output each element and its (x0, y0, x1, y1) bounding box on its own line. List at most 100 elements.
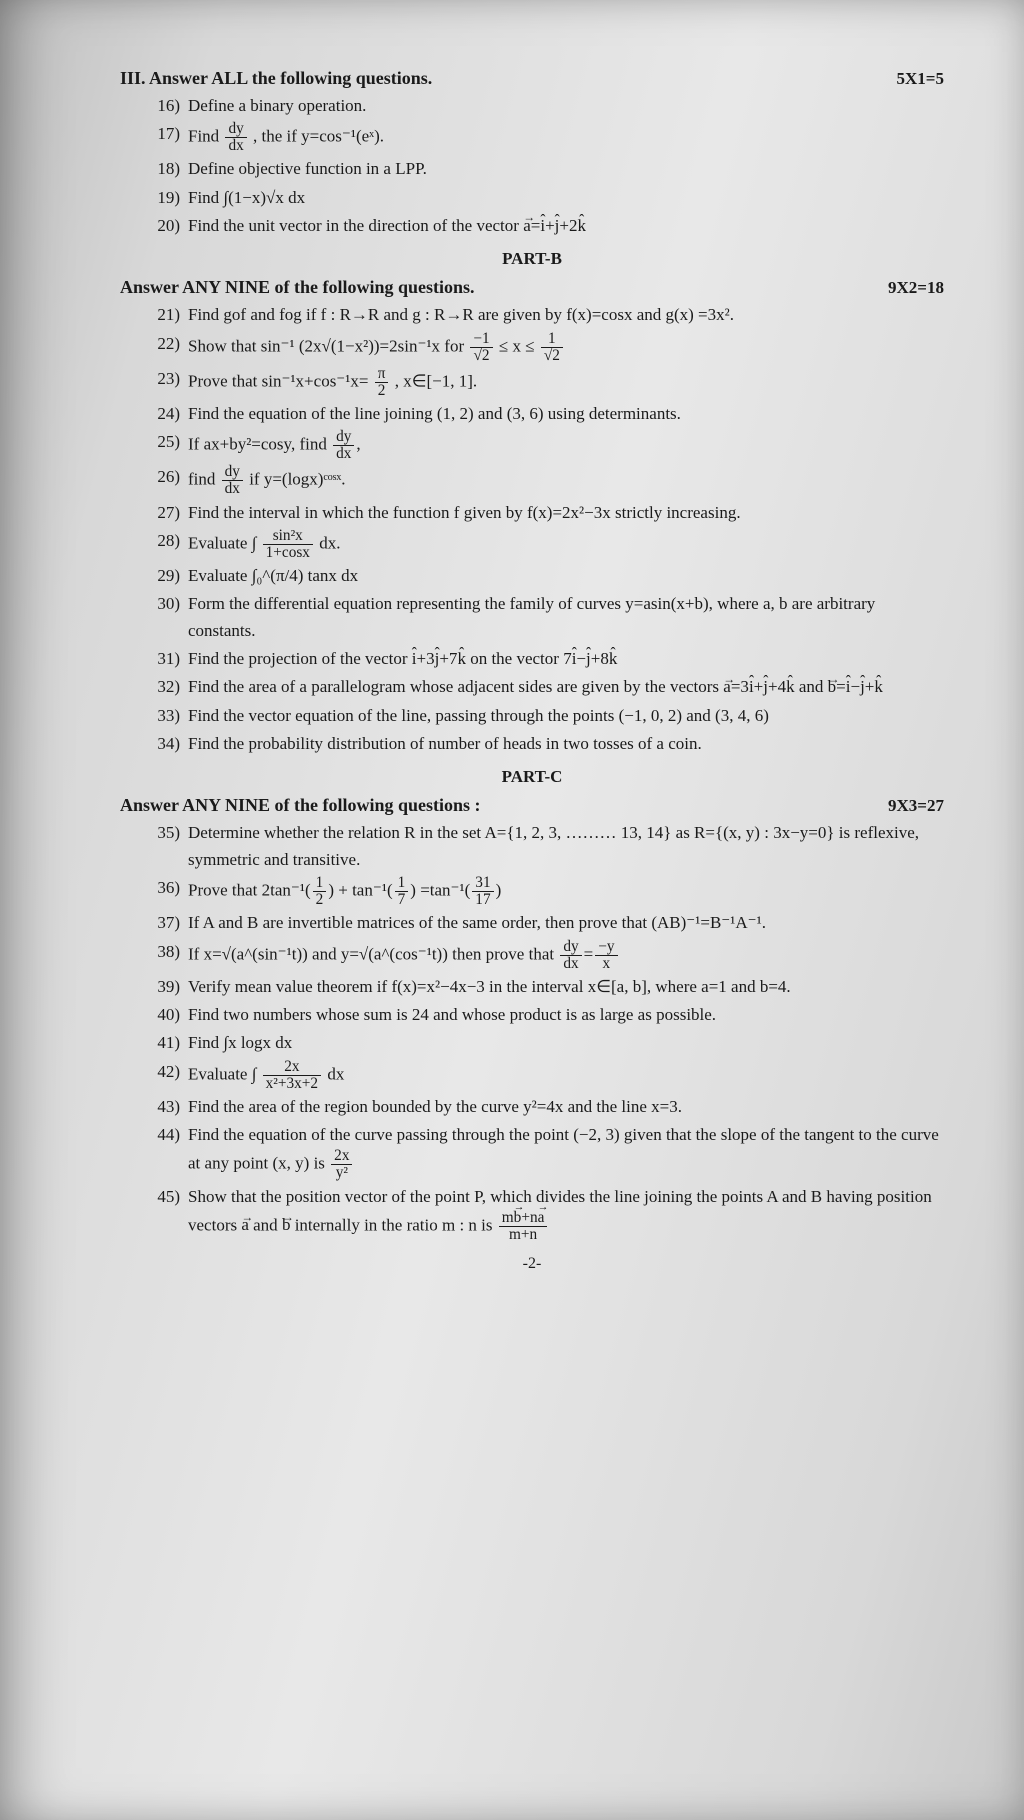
question-30: 30) Form the differential equation repre… (148, 591, 944, 644)
fraction-dy-dx: dydx (333, 429, 354, 462)
qtext: Verify mean value theorem if f(x)=x²−4x−… (188, 974, 944, 1000)
question-22: 22) Show that sin⁻¹ (2x√(1−x²))=2sin⁻¹x … (148, 331, 944, 364)
question-37: 37) If A and B are invertible matrices o… (148, 910, 944, 936)
unit-i: i (572, 649, 577, 668)
qtext: Define a binary operation. (188, 93, 944, 119)
qtext: Find the vector equation of the line, pa… (188, 703, 944, 729)
question-36: 36) Prove that 2tan⁻¹(12) + tan⁻¹(17) =t… (148, 875, 944, 908)
txt: and (799, 677, 828, 696)
question-31: 31) Find the projection of the vector i+… (148, 646, 944, 672)
vector-a: a (723, 677, 731, 696)
qtext: Evaluate ∫ 2xx²+3x+2 dx (188, 1059, 944, 1092)
question-33: 33) Find the vector equation of the line… (148, 703, 944, 729)
qnum: 45) (148, 1184, 180, 1243)
qnum: 38) (148, 939, 180, 972)
qnum: 29) (148, 563, 180, 589)
qnum: 21) (148, 302, 180, 328)
unit-j: j (763, 677, 768, 696)
question-23: 23) Prove that sin⁻¹x+cos⁻¹x= π2 , x∈[−1… (148, 366, 944, 399)
question-35: 35) Determine whether the relation R in … (148, 820, 944, 873)
qtext: Determine whether the relation R in the … (188, 820, 944, 873)
question-42: 42) Evaluate ∫ 2xx²+3x+2 dx (148, 1059, 944, 1092)
qnum: 39) (148, 974, 180, 1000)
question-29: 29) Evaluate ∫₀^(π/4) tanx dx (148, 563, 944, 589)
part-c-heading: Answer ANY NINE of the following questio… (120, 795, 944, 816)
frac-mb-na-mn: mb+nam+n (499, 1210, 548, 1243)
unit-k: k (786, 677, 795, 696)
question-20: 20) Find the unit vector in the directio… (148, 213, 944, 239)
qtext: Define objective function in a LPP. (188, 156, 944, 182)
qtext: If ax+by²=cosy, find dydx, (188, 429, 944, 462)
part-b-heading: Answer ANY NINE of the following questio… (120, 277, 944, 298)
qnum: 25) (148, 429, 180, 462)
qtext: Show that sin⁻¹ (2x√(1−x²))=2sin⁻¹x for … (188, 331, 944, 364)
frac-1-root2: 1√2 (541, 331, 563, 364)
qnum: 18) (148, 156, 180, 182)
qnum: 44) (148, 1122, 180, 1181)
qnum: 16) (148, 93, 180, 119)
unit-j: j (586, 649, 591, 668)
qtext: Find ∫x logx dx (188, 1030, 944, 1056)
question-32: 32) Find the area of a parallelogram who… (148, 674, 944, 700)
question-43: 43) Find the area of the region bounded … (148, 1094, 944, 1120)
question-18: 18) Define objective function in a LPP. (148, 156, 944, 182)
qnum: 41) (148, 1030, 180, 1056)
qnum: 22) (148, 331, 180, 364)
frac-2x-y2: 2xy² (331, 1148, 352, 1181)
txt: Find the projection of the vector (188, 649, 412, 668)
frac-1-7: 17 (395, 875, 409, 908)
qnum: 19) (148, 185, 180, 211)
txt: + tan⁻¹ (338, 881, 387, 900)
question-34: 34) Find the probability distribution of… (148, 731, 944, 757)
fraction-dy-dx: dydx (225, 121, 246, 154)
vector-b: b (282, 1215, 291, 1234)
qnum: 34) (148, 731, 180, 757)
txt: , the if y=cos⁻¹(eˣ). (253, 127, 384, 146)
unit-i: i (846, 677, 851, 696)
txt: =tan⁻¹ (420, 881, 464, 900)
question-26: 26) find dydx if y=(logx)ᶜᵒˢˣ. (148, 464, 944, 497)
qtext: find dydx if y=(logx)ᶜᵒˢˣ. (188, 464, 944, 497)
unit-k: k (457, 649, 466, 668)
qtext: Prove that sin⁻¹x+cos⁻¹x= π2 , x∈[−1, 1]… (188, 366, 944, 399)
qnum: 35) (148, 820, 180, 873)
qnum: 24) (148, 401, 180, 427)
unit-k: k (874, 677, 883, 696)
txt: Evaluate ∫ (188, 1064, 256, 1083)
txt: find (188, 470, 220, 489)
txt: , x∈[−1, 1]. (395, 371, 477, 390)
qtext: Find the equation of the line joining (1… (188, 401, 944, 427)
qnum: 43) (148, 1094, 180, 1120)
txt: dx. (319, 533, 340, 552)
part-b-instruct: Answer ANY NINE of the following questio… (120, 277, 475, 298)
fraction-dy-dx: dydx (222, 464, 243, 497)
question-list-iii: 16) Define a binary operation. 17) Find … (120, 93, 944, 239)
qnum: 37) (148, 910, 180, 936)
frac-1-2: 12 (313, 875, 327, 908)
qnum: 23) (148, 366, 180, 399)
section-iii-marks: 5X1=5 (897, 69, 944, 89)
question-38: 38) If x=√(a^(sin⁻¹t)) and y=√(a^(cos⁻¹t… (148, 939, 944, 972)
question-list-b: 21) Find gof and fog if f : R→R and g : … (120, 302, 944, 757)
unit-i: i (540, 216, 545, 235)
qnum: 31) (148, 646, 180, 672)
frac-31-17: 3117 (472, 875, 493, 908)
vector-a: a (241, 1215, 249, 1234)
txt: if y=(logx)ᶜᵒˢˣ. (249, 470, 345, 489)
part-c-label: PART-C (120, 767, 944, 787)
part-c-instruct: Answer ANY NINE of the following questio… (120, 795, 481, 816)
txt: Find (188, 127, 223, 146)
question-17: 17) Find dydx , the if y=cos⁻¹(eˣ). (148, 121, 944, 154)
unit-i: i (412, 649, 417, 668)
qnum: 17) (148, 121, 180, 154)
qtext: Find the probability distribution of num… (188, 731, 944, 757)
section-iii-heading: III. Answer ALL the following questions.… (120, 68, 944, 89)
txt: and (253, 1215, 282, 1234)
qtext: Form the differential equation represent… (188, 591, 944, 644)
frac-negy-x: −yx (595, 939, 617, 972)
qtext: Find dydx , the if y=cos⁻¹(eˣ). (188, 121, 944, 154)
part-b-marks: 9X2=18 (888, 278, 944, 298)
qtext: Find the area of the region bounded by t… (188, 1094, 944, 1120)
unit-k: k (609, 649, 618, 668)
qnum: 30) (148, 591, 180, 644)
